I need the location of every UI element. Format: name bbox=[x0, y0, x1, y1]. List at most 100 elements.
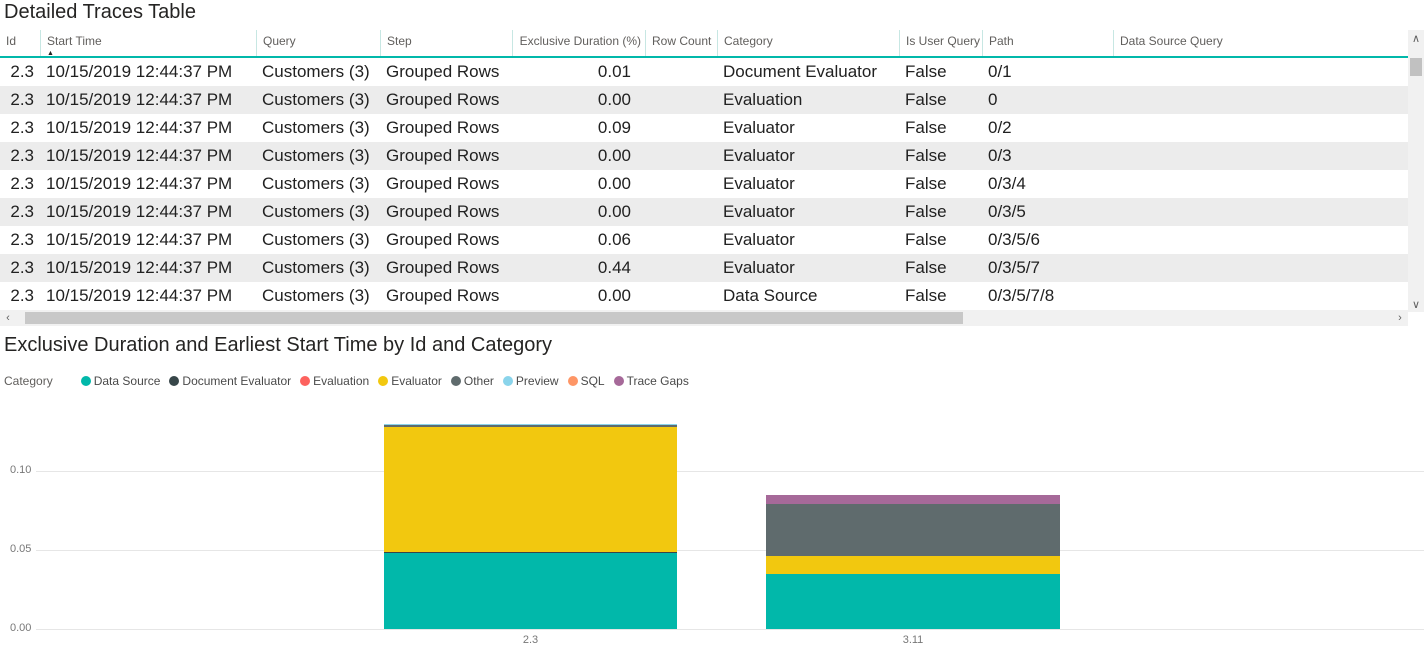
legend-item-other[interactable]: Other bbox=[450, 374, 494, 388]
cell-exclusive-duration-: 0.06 bbox=[597, 230, 631, 249]
cell-is-user-query: False bbox=[905, 286, 947, 305]
cell-is-user-query: False bbox=[905, 118, 947, 137]
table-row[interactable]: 2.3 10/15/2019 12:44:37 PM Customers (3) Gr… bbox=[0, 226, 1410, 254]
cell-start-time: 10/15/2019 12:44:37 PM bbox=[46, 174, 233, 193]
cell-step: Grouped Rows bbox=[386, 174, 500, 193]
cell-category: Document Evaluator bbox=[723, 62, 878, 81]
column-header-is-user-query[interactable]: Is User Query bbox=[899, 30, 982, 56]
column-header-start-time[interactable]: Start Time ▲ bbox=[40, 30, 256, 56]
column-header-data-source-query[interactable]: Data Source Query bbox=[1113, 30, 1410, 56]
column-header-label: Path bbox=[989, 34, 1014, 48]
legend-item-document-evaluator[interactable]: Document Evaluator bbox=[169, 374, 291, 388]
column-header-id[interactable]: Id bbox=[0, 30, 40, 56]
x-axis-category-label: 3.11 bbox=[902, 634, 924, 646]
legend-item-label: Evaluation bbox=[313, 374, 370, 388]
column-header-label: Start Time bbox=[47, 34, 102, 48]
cell-is-user-query: False bbox=[905, 174, 947, 193]
cell-category: Evaluation bbox=[723, 90, 803, 109]
column-header-query[interactable]: Query bbox=[256, 30, 380, 56]
table-title: Detailed Traces Table bbox=[4, 1, 196, 23]
cell-start-time: 10/15/2019 12:44:37 PM bbox=[46, 202, 233, 221]
legend-color-dot bbox=[502, 376, 513, 386]
column-header-category[interactable]: Category bbox=[717, 30, 899, 56]
legend-color-dot bbox=[378, 376, 389, 386]
bar-segment-evaluator[interactable] bbox=[766, 556, 1060, 574]
cell-query: Customers (3) bbox=[262, 286, 370, 305]
table-header-row: Id Start Time ▲ Query Step Exclusive Duration… bbox=[0, 30, 1410, 58]
legend-item-preview[interactable]: Preview bbox=[502, 374, 559, 388]
sort-ascending-icon: ▲ bbox=[47, 50, 54, 56]
bar-segment-preview[interactable] bbox=[384, 423, 677, 426]
vertical-scrollbar[interactable]: ∧ ∨ bbox=[1408, 30, 1424, 312]
legend-color-dot bbox=[567, 376, 578, 386]
legend-color-dot bbox=[169, 376, 180, 386]
bar-segment-data-source[interactable] bbox=[384, 553, 677, 629]
legend-item-sql[interactable]: SQL bbox=[567, 374, 605, 388]
table-body: 2.3 10/15/2019 12:44:37 PM Customers (3) Gr… bbox=[0, 58, 1410, 310]
cell-category: Evaluator bbox=[723, 230, 795, 249]
legend-item-label: Trace Gaps bbox=[626, 374, 689, 388]
cell-category: Data Source bbox=[723, 286, 818, 305]
cell-start-time: 10/15/2019 12:44:37 PM bbox=[46, 258, 233, 277]
cell-step: Grouped Rows bbox=[386, 230, 500, 249]
cell-path: 0/3 bbox=[988, 146, 1012, 165]
cell-start-time: 10/15/2019 12:44:37 PM bbox=[46, 90, 233, 109]
y-axis-tick-label: 0.05 bbox=[10, 543, 32, 555]
scroll-right-icon[interactable]: › bbox=[1398, 312, 1402, 324]
bar-segment-data-source[interactable] bbox=[766, 573, 1060, 629]
table-row[interactable]: 2.3 10/15/2019 12:44:37 PM Customers (3) Gr… bbox=[0, 86, 1410, 114]
legend-item-trace-gaps[interactable]: Trace Gaps bbox=[613, 374, 689, 388]
bar-segment-evaluator[interactable] bbox=[384, 426, 677, 552]
table-row[interactable]: 2.3 10/15/2019 12:44:37 PM Customers (3) Gr… bbox=[0, 254, 1410, 282]
cell-category: Evaluator bbox=[723, 258, 795, 277]
bar-segment-other[interactable] bbox=[384, 425, 677, 427]
gridline bbox=[36, 471, 1424, 472]
column-header-path[interactable]: Path bbox=[982, 30, 1113, 56]
table-row[interactable]: 2.3 10/15/2019 12:44:37 PM Customers (3) Gr… bbox=[0, 198, 1410, 226]
legend-item-label: Document Evaluator bbox=[182, 374, 292, 388]
horizontal-scrollbar-thumb[interactable] bbox=[25, 312, 963, 324]
cell-id: 2.3 bbox=[10, 286, 34, 305]
column-header-row-count[interactable]: Row Count bbox=[645, 30, 717, 56]
cell-exclusive-duration-: 0.44 bbox=[597, 258, 631, 277]
cell-step: Grouped Rows bbox=[386, 258, 500, 277]
cell-start-time: 10/15/2019 12:44:37 PM bbox=[46, 118, 233, 137]
cell-id: 2.3 bbox=[10, 118, 34, 137]
vertical-scrollbar-thumb[interactable] bbox=[1410, 58, 1422, 76]
table-row[interactable]: 2.3 10/15/2019 12:44:37 PM Customers (3) Gr… bbox=[0, 58, 1410, 86]
column-header-label: Row Count bbox=[652, 34, 712, 48]
cell-category: Evaluator bbox=[723, 146, 795, 165]
scroll-up-icon[interactable]: ∧ bbox=[1411, 32, 1421, 45]
scroll-down-icon[interactable]: ∨ bbox=[1411, 298, 1421, 311]
column-header-label: Data Source Query bbox=[1120, 34, 1223, 48]
column-header-exclusive-duration-[interactable]: Exclusive Duration (%) bbox=[512, 30, 645, 56]
cell-query: Customers (3) bbox=[262, 90, 370, 109]
chart-legend: Category Data Source Document Evaluator Ev… bbox=[4, 374, 698, 388]
legend-item-evaluation[interactable]: Evaluation bbox=[300, 374, 369, 388]
column-header-step[interactable]: Step bbox=[380, 30, 512, 56]
table-row[interactable]: 2.3 10/15/2019 12:44:37 PM Customers (3) Gr… bbox=[0, 170, 1410, 198]
cell-step: Grouped Rows bbox=[386, 118, 500, 137]
legend-item-label: Other bbox=[463, 374, 494, 388]
bar-segment-document-evaluator[interactable] bbox=[384, 551, 677, 554]
bar-segment-other[interactable] bbox=[766, 504, 1060, 557]
legend-item-evaluator[interactable]: Evaluator bbox=[378, 374, 442, 388]
cell-exclusive-duration-: 0.00 bbox=[597, 174, 631, 193]
cell-query: Customers (3) bbox=[262, 146, 370, 165]
cell-is-user-query: False bbox=[905, 146, 947, 165]
cell-exclusive-duration-: 0.00 bbox=[597, 90, 631, 109]
legend-item-label: Preview bbox=[515, 374, 559, 388]
chart-title: Exclusive Duration and Earliest Start Ti… bbox=[4, 334, 553, 356]
horizontal-scrollbar[interactable]: ‹ › bbox=[0, 310, 1408, 326]
legend-item-data-source[interactable]: Data Source bbox=[80, 374, 160, 388]
table-row[interactable]: 2.3 10/15/2019 12:44:37 PM Customers (3) Gr… bbox=[0, 142, 1410, 170]
table-row[interactable]: 2.3 10/15/2019 12:44:37 PM Customers (3) Gr… bbox=[0, 282, 1410, 310]
scroll-left-icon[interactable]: ‹ bbox=[6, 312, 10, 324]
cell-exclusive-duration-: 0.00 bbox=[597, 286, 631, 305]
bar-segment-trace-gaps[interactable] bbox=[766, 494, 1060, 505]
column-header-label: Step bbox=[387, 34, 412, 48]
column-header-label: Query bbox=[263, 34, 296, 48]
table-row[interactable]: 2.3 10/15/2019 12:44:37 PM Customers (3) Gr… bbox=[0, 114, 1410, 142]
legend-title: Category bbox=[4, 374, 53, 388]
cell-start-time: 10/15/2019 12:44:37 PM bbox=[46, 230, 233, 249]
